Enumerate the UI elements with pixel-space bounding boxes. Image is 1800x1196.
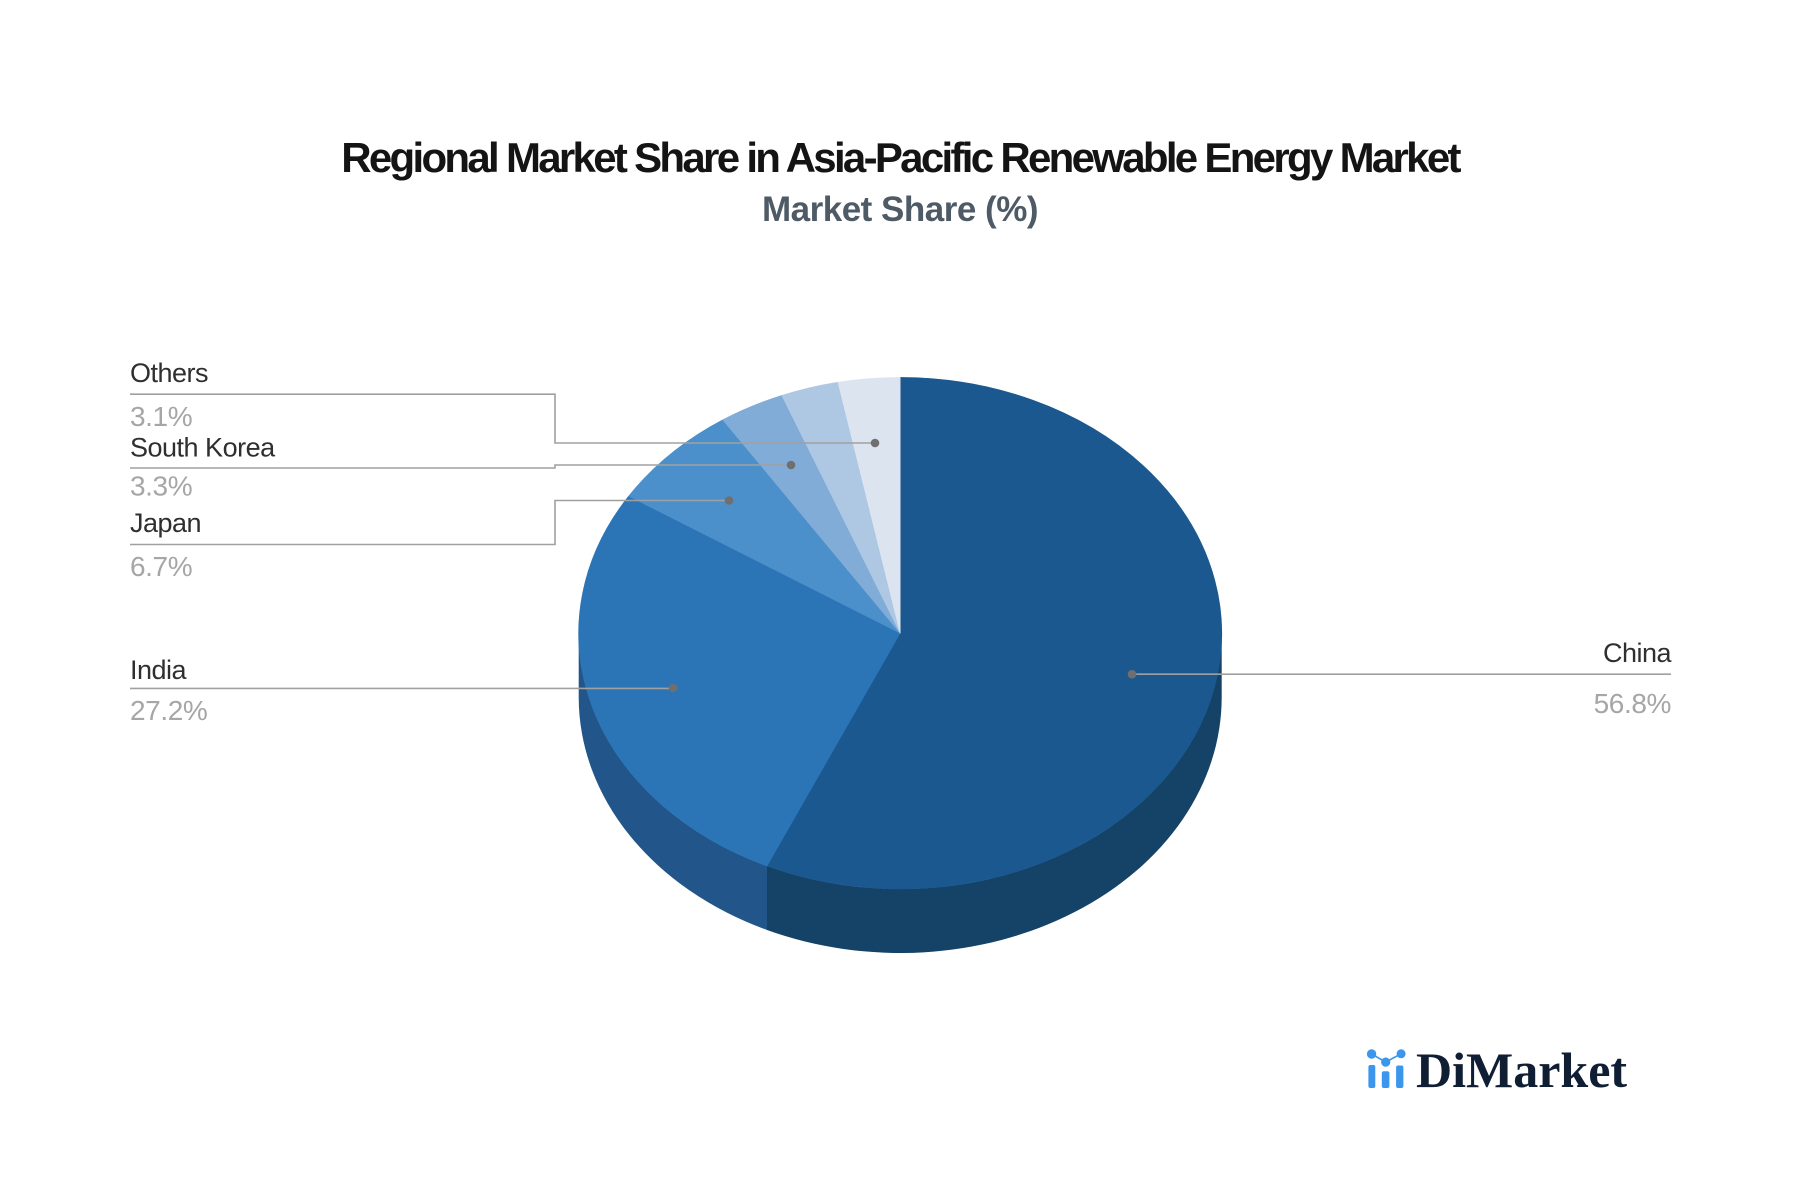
svg-text:Regional Market Share in Asia-: Regional Market Share in Asia-Pacific Re… [341, 134, 1461, 181]
svg-text:Japan: Japan [130, 508, 201, 538]
svg-text:India: India [130, 655, 188, 685]
svg-text:South Korea: South Korea [130, 433, 276, 463]
svg-text:3.1%: 3.1% [130, 401, 192, 432]
svg-text:DiMarket: DiMarket [1416, 1042, 1627, 1098]
svg-text:Others: Others [130, 358, 208, 388]
svg-text:3.3%: 3.3% [130, 471, 192, 502]
svg-text:China: China [1603, 638, 1673, 668]
svg-text:27.2%: 27.2% [130, 695, 207, 726]
svg-text:6.7%: 6.7% [130, 551, 192, 582]
svg-text:Market Share (%): Market Share (%) [762, 190, 1038, 229]
svg-text:56.8%: 56.8% [1594, 688, 1671, 719]
